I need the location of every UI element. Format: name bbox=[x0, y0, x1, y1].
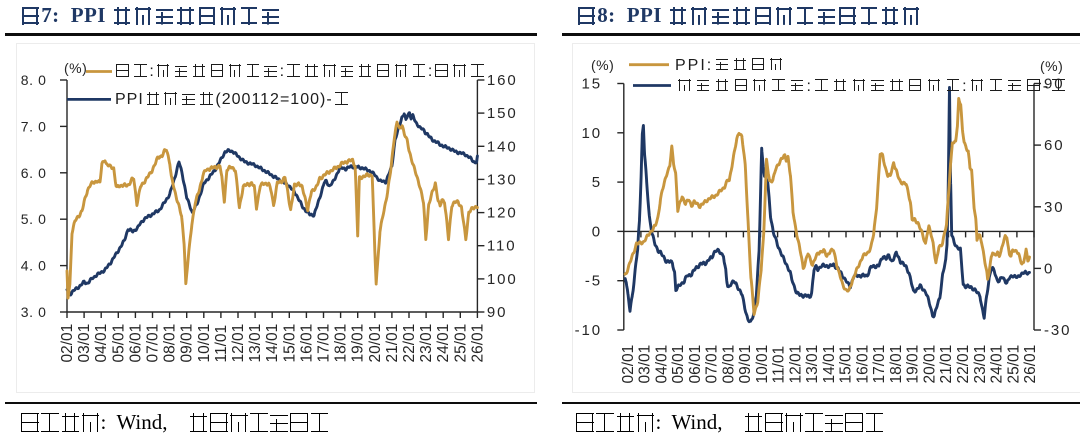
svg-text:24/01: 24/01 bbox=[435, 324, 452, 363]
svg-text:04/01: 04/01 bbox=[653, 345, 670, 384]
svg-text:11/01: 11/01 bbox=[771, 346, 788, 384]
svg-text:18/01: 18/01 bbox=[333, 324, 350, 363]
svg-text:26/01: 26/01 bbox=[469, 324, 486, 363]
svg-text:15/01: 15/01 bbox=[838, 345, 855, 384]
svg-text:15/01: 15/01 bbox=[281, 324, 298, 363]
svg-text:23/01: 23/01 bbox=[972, 345, 989, 384]
svg-text:-5: -5 bbox=[585, 273, 602, 290]
svg-text:23/01: 23/01 bbox=[418, 324, 435, 363]
svg-text:06/01: 06/01 bbox=[687, 345, 704, 384]
svg-text:160: 160 bbox=[487, 72, 518, 89]
svg-text:08/01: 08/01 bbox=[720, 345, 737, 384]
svg-text:22/01: 22/01 bbox=[955, 345, 972, 384]
svg-text:5. 0: 5. 0 bbox=[21, 211, 47, 227]
svg-text:0: 0 bbox=[592, 223, 602, 240]
svg-text:7. 0: 7. 0 bbox=[21, 118, 47, 134]
svg-text:19/01: 19/01 bbox=[350, 324, 367, 363]
svg-text:10/01: 10/01 bbox=[754, 345, 771, 384]
svg-text:21/01: 21/01 bbox=[384, 324, 401, 363]
svg-text:22/01: 22/01 bbox=[401, 324, 418, 363]
svg-text:10/01: 10/01 bbox=[196, 324, 213, 363]
svg-text:150: 150 bbox=[487, 105, 518, 122]
svg-text:09/01: 09/01 bbox=[737, 345, 754, 384]
svg-text:05/01: 05/01 bbox=[670, 345, 687, 384]
svg-text:02/01: 02/01 bbox=[620, 345, 637, 384]
svg-text:6. 0: 6. 0 bbox=[21, 165, 47, 181]
svg-text:04/01: 04/01 bbox=[93, 324, 110, 363]
svg-text:25/01: 25/01 bbox=[1005, 345, 1022, 384]
svg-text:16/01: 16/01 bbox=[854, 345, 871, 384]
svg-text:100: 100 bbox=[487, 271, 518, 288]
svg-text:07/01: 07/01 bbox=[704, 345, 721, 384]
svg-text:03/01: 03/01 bbox=[76, 324, 93, 363]
svg-text:5: 5 bbox=[592, 174, 602, 191]
svg-text:11/01: 11/01 bbox=[213, 325, 230, 363]
svg-text:-30: -30 bbox=[1044, 322, 1071, 339]
svg-text:19/01: 19/01 bbox=[905, 345, 922, 384]
svg-text:60: 60 bbox=[1044, 137, 1065, 154]
svg-text:08/01: 08/01 bbox=[162, 324, 179, 363]
svg-text:110: 110 bbox=[487, 238, 517, 255]
svg-text:20/01: 20/01 bbox=[922, 345, 939, 384]
svg-text:05/01: 05/01 bbox=[110, 324, 127, 363]
svg-text:-10: -10 bbox=[575, 322, 602, 339]
svg-text:8. 0: 8. 0 bbox=[21, 72, 47, 88]
svg-text:06/01: 06/01 bbox=[127, 324, 144, 363]
svg-text:17/01: 17/01 bbox=[871, 345, 888, 384]
svg-text:12/01: 12/01 bbox=[230, 324, 247, 363]
svg-text:4. 0: 4. 0 bbox=[21, 258, 47, 274]
svg-text:130: 130 bbox=[487, 171, 518, 188]
svg-text:14/01: 14/01 bbox=[821, 345, 838, 384]
svg-text:13/01: 13/01 bbox=[247, 324, 264, 363]
svg-text:18/01: 18/01 bbox=[888, 345, 905, 384]
svg-text:21/01: 21/01 bbox=[938, 345, 955, 384]
svg-text:20/01: 20/01 bbox=[367, 324, 384, 363]
svg-text:17/01: 17/01 bbox=[316, 324, 333, 363]
svg-text:12/01: 12/01 bbox=[787, 345, 804, 384]
svg-text:0: 0 bbox=[1044, 260, 1054, 277]
svg-text:120: 120 bbox=[487, 205, 518, 222]
svg-text:3. 0: 3. 0 bbox=[21, 304, 47, 320]
svg-text:13/01: 13/01 bbox=[804, 345, 821, 384]
svg-text:14/01: 14/01 bbox=[264, 324, 281, 363]
svg-text:02/01: 02/01 bbox=[59, 324, 76, 363]
svg-text:15: 15 bbox=[582, 76, 603, 93]
svg-text:03/01: 03/01 bbox=[637, 345, 654, 384]
svg-text:07/01: 07/01 bbox=[145, 324, 162, 363]
svg-text:30: 30 bbox=[1044, 199, 1065, 216]
svg-text:90: 90 bbox=[487, 304, 508, 321]
svg-text:09/01: 09/01 bbox=[179, 324, 196, 363]
svg-text:10: 10 bbox=[582, 125, 603, 142]
svg-text:26/01: 26/01 bbox=[1022, 345, 1039, 384]
svg-text:24/01: 24/01 bbox=[989, 345, 1006, 384]
svg-text:16/01: 16/01 bbox=[298, 324, 315, 363]
svg-text:25/01: 25/01 bbox=[452, 324, 469, 363]
svg-text:140: 140 bbox=[487, 138, 518, 155]
